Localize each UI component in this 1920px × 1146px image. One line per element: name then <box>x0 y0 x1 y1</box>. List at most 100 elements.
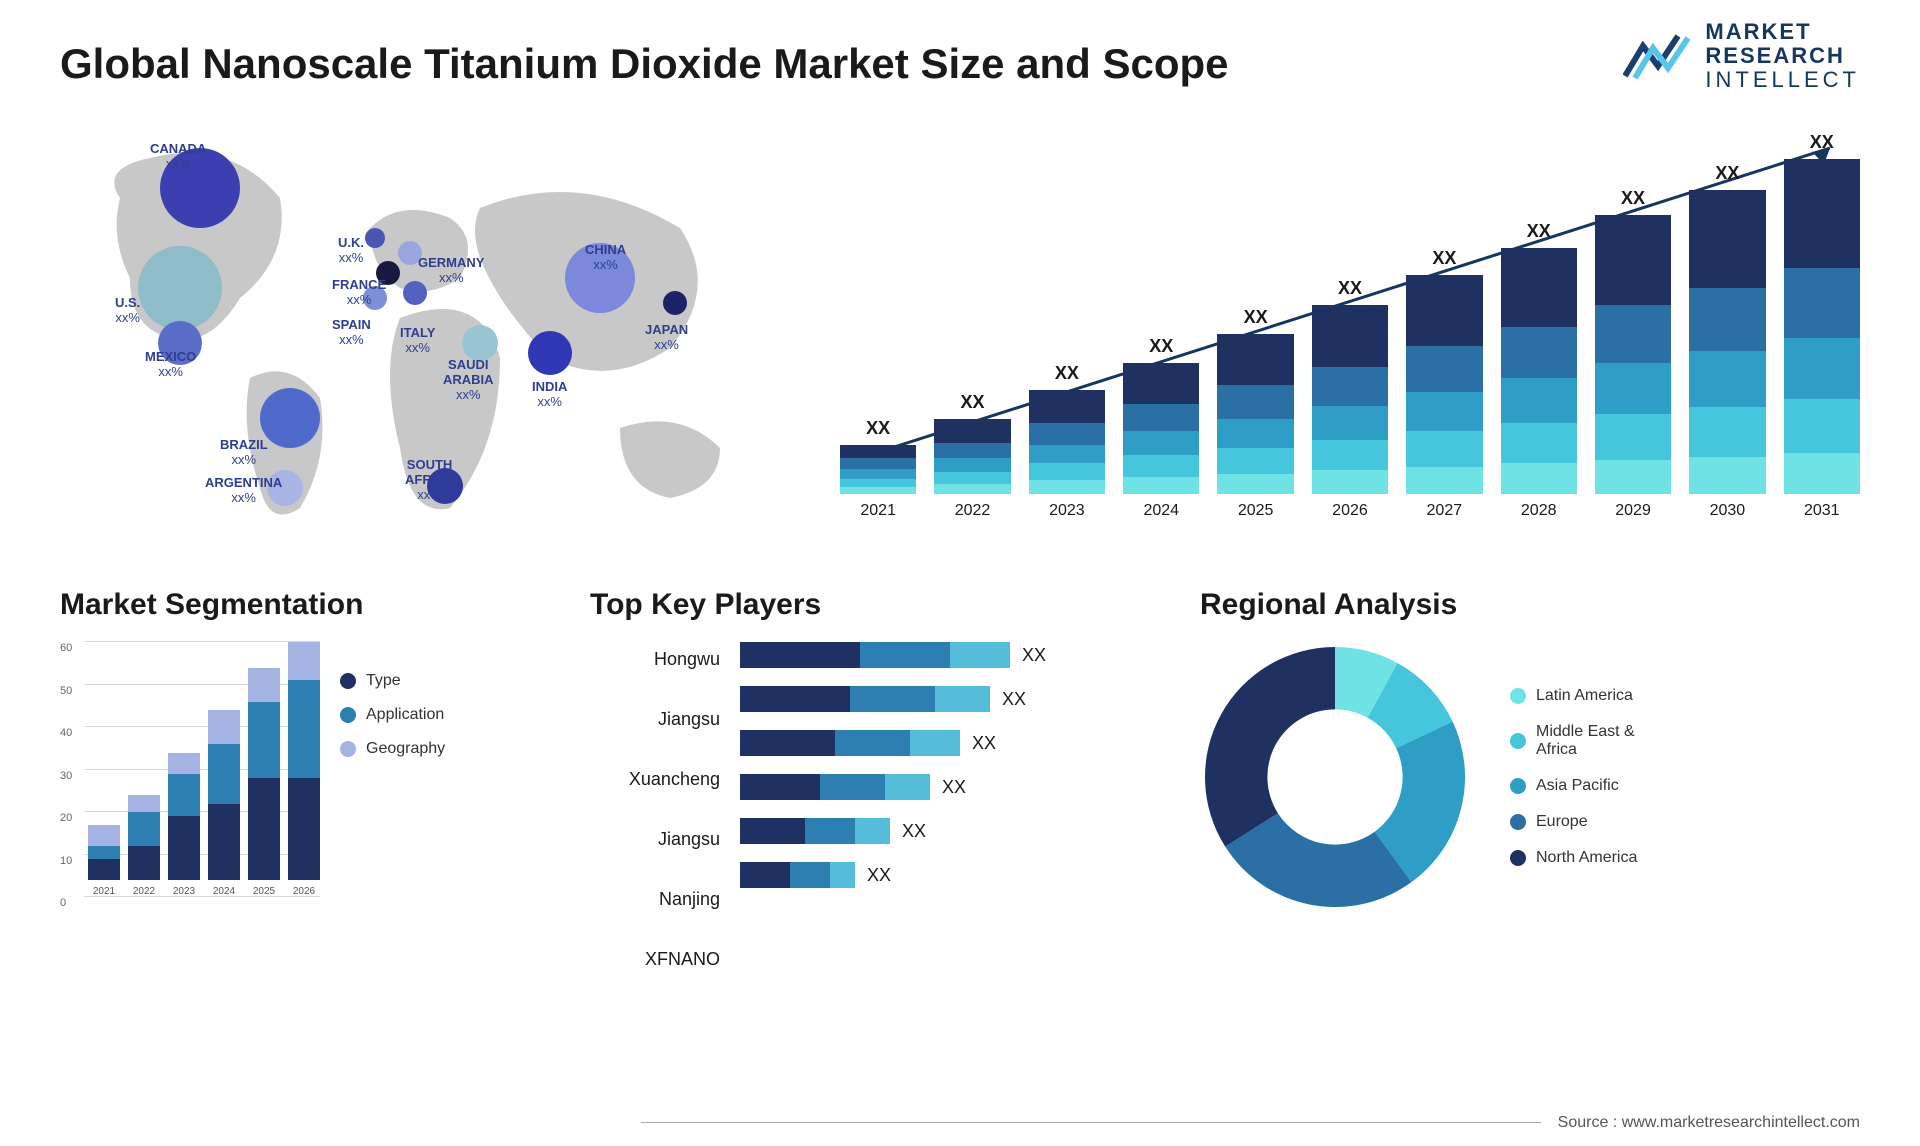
main-bar-segment <box>1406 346 1482 392</box>
players-names: HongwuJiangsuXuanchengJiangsuNanjingXFNA… <box>590 642 720 990</box>
seg-bar-segment <box>88 859 120 880</box>
player-bar-segment <box>740 862 790 888</box>
main-bar-value: XX <box>866 418 890 439</box>
regional-legend: Latin AmericaMiddle East &AfricaAsia Pac… <box>1510 687 1637 867</box>
main-bar-2026: XX2026 <box>1312 278 1388 520</box>
main-bar-segment <box>1217 474 1293 494</box>
main-bar-segment <box>1123 404 1199 431</box>
main-bar-2023: XX 2023 <box>1029 363 1105 520</box>
player-bar-segment <box>805 818 855 844</box>
main-bar-value: XX <box>1338 278 1362 299</box>
map-label-italy: ITALYxx% <box>400 326 435 356</box>
main-bar-segment <box>1595 414 1671 460</box>
main-bar-segment <box>1501 248 1577 328</box>
main-bar-xlabel: 2021 <box>860 502 896 520</box>
main-bar-xlabel: 2029 <box>1615 502 1651 520</box>
map-label-u-s-: U.S.xx% <box>115 296 140 326</box>
player-bar <box>740 818 890 844</box>
main-bar-value: XX <box>1149 336 1173 357</box>
players-title: Top Key Players <box>590 588 1150 622</box>
players-bars: XXXXXXXXXXXX <box>740 642 1150 990</box>
main-bar-xlabel: 2028 <box>1521 502 1557 520</box>
main-bar-value: XX <box>1621 188 1645 209</box>
map-label-india: INDIAxx% <box>532 380 567 410</box>
legend-label: Latin America <box>1536 687 1633 705</box>
logo-line1: MARKET <box>1705 20 1860 44</box>
player-bar-segment <box>740 774 820 800</box>
main-bar-value: XX <box>1055 363 1079 384</box>
segmentation-legend: TypeApplicationGeography <box>340 642 445 922</box>
player-name: XFNANO <box>590 946 720 972</box>
main-bar-segment <box>934 419 1010 443</box>
player-bar-segment <box>950 642 1010 668</box>
legend-swatch-icon <box>340 741 356 757</box>
legend-label: Asia Pacific <box>1536 777 1619 795</box>
player-bar-segment <box>910 730 960 756</box>
player-bar-segment <box>855 818 890 844</box>
main-bar-segment <box>1689 190 1765 289</box>
seg-bar-segment <box>208 710 240 744</box>
legend-swatch-icon <box>1510 733 1526 749</box>
main-bar-segment <box>1784 399 1860 453</box>
main-bar-2030: XX2030 <box>1689 163 1765 520</box>
main-bar-segment <box>1689 288 1765 351</box>
seg-bar-segment <box>288 680 320 778</box>
main-bar-segment <box>1406 392 1482 431</box>
main-bar-segment <box>1501 423 1577 464</box>
seg-bar-segment <box>248 778 280 880</box>
main-bar-segment <box>840 469 916 479</box>
player-row: XX <box>740 774 1150 800</box>
player-value: XX <box>902 821 926 842</box>
player-value: XX <box>867 865 891 886</box>
regional-panel: Regional Analysis Latin AmericaMiddle Ea… <box>1200 588 1860 968</box>
main-bar-value: XX <box>1244 307 1268 328</box>
main-bar-segment <box>1217 334 1293 385</box>
map-label-germany: GERMANYxx% <box>418 256 484 286</box>
regional-donut <box>1200 642 1470 912</box>
main-bar-segment <box>934 484 1010 494</box>
seg-bar-2024: 2024 <box>208 710 240 897</box>
page-title: Global Nanoscale Titanium Dioxide Market… <box>60 40 1860 88</box>
player-row: XX <box>740 818 1150 844</box>
seg-bar-segment <box>168 774 200 817</box>
main-bar-value: XX <box>1432 248 1456 269</box>
player-row: XX <box>740 862 1150 888</box>
main-bar-2027: XX2027 <box>1406 248 1482 520</box>
map-label-japan: JAPANxx% <box>645 323 688 353</box>
main-bar-segment <box>1406 431 1482 467</box>
seg-bar-segment <box>248 668 280 702</box>
segmentation-panel: Market Segmentation 01020304050602021202… <box>60 588 540 968</box>
main-bar-segment <box>1595 460 1671 494</box>
segmentation-chart: 0102030405060202120222023202420252026 <box>60 642 320 922</box>
main-bar-2024: XX 2024 <box>1123 336 1199 520</box>
regional-title: Regional Analysis <box>1200 588 1860 622</box>
seg-bar-segment <box>288 642 320 680</box>
player-bar-segment <box>935 686 990 712</box>
regional-legend-item: Asia Pacific <box>1510 777 1637 795</box>
logo-line2: RESEARCH <box>1705 44 1860 68</box>
seg-bar-segment <box>208 744 240 804</box>
player-bar-segment <box>790 862 830 888</box>
main-bar-2025: XX2025 <box>1217 307 1293 520</box>
source-text: www.marketresearchintellect.com <box>1622 1114 1860 1131</box>
player-bar-segment <box>885 774 930 800</box>
player-row: XX <box>740 730 1150 756</box>
seg-bar-segment <box>168 753 200 774</box>
legend-label: North America <box>1536 849 1637 867</box>
main-bar-segment <box>1784 453 1860 494</box>
player-bar-segment <box>740 730 835 756</box>
main-bar-segment <box>934 443 1010 458</box>
map-label-south-africa: SOUTHAFRICAxx% <box>405 458 454 503</box>
main-bar-segment <box>1501 327 1577 378</box>
legend-swatch-icon <box>1510 688 1526 704</box>
map-label-argentina: ARGENTINAxx% <box>205 476 282 506</box>
seg-ytick: 10 <box>60 855 72 867</box>
main-bar-xlabel: 2024 <box>1143 502 1179 520</box>
seg-bar-segment <box>88 825 120 846</box>
player-bar <box>740 686 990 712</box>
main-bar-xlabel: 2023 <box>1049 502 1085 520</box>
player-bar <box>740 730 960 756</box>
main-bar-segment <box>1595 305 1671 363</box>
main-bar-segment <box>1029 445 1105 464</box>
player-name: Jiangsu <box>590 706 720 732</box>
